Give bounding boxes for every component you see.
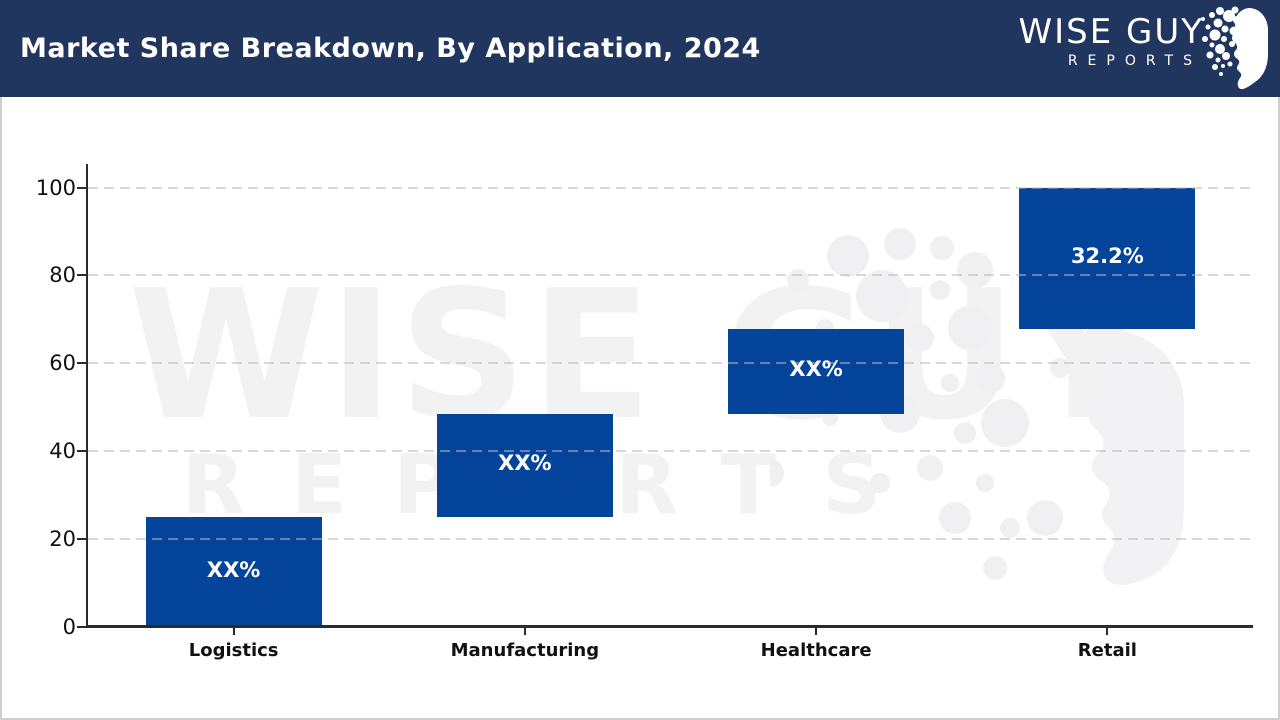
- bar-logistics: [145, 516, 322, 627]
- bar-value-label: XX%: [498, 451, 552, 476]
- bar-manufacturing: [436, 413, 613, 517]
- page-border-bottom: [0, 718, 1280, 720]
- brand-face-icon: [1201, 6, 1268, 90]
- x-tick-mark: [815, 627, 818, 635]
- x-category-label: Healthcare: [760, 640, 872, 661]
- y-tick-mark: [77, 625, 86, 628]
- y-gridline: [88, 274, 1253, 277]
- y-gridline: [88, 449, 1253, 452]
- y-tick-label: 0: [62, 614, 76, 639]
- y-tick-label: 80: [49, 263, 76, 288]
- bar-healthcare: [728, 328, 905, 414]
- bar-value-label: 32.2%: [1070, 244, 1144, 269]
- y-tick-label: 40: [49, 438, 76, 463]
- page-border-right: [1278, 97, 1280, 720]
- y-tick-label: 100: [35, 175, 76, 200]
- header: Market Share Breakdown, By Application, …: [0, 0, 1280, 97]
- y-gridline: [88, 362, 1253, 365]
- y-axis-line: [86, 164, 88, 627]
- y-gridline: [88, 186, 1253, 189]
- brand-logo: WISE GUY REPORTS: [1002, 0, 1272, 97]
- x-category-label: Manufacturing: [450, 640, 600, 661]
- chart-title: Market Share Breakdown, By Application, …: [20, 33, 761, 64]
- y-gridline: [88, 537, 1253, 540]
- x-tick-mark: [1106, 627, 1109, 635]
- y-tick-mark: [77, 362, 86, 365]
- y-tick-mark: [77, 449, 86, 452]
- brand-name: WISE GUY: [1018, 12, 1204, 52]
- x-axis-line: [86, 624, 1253, 628]
- brand-subname: REPORTS: [1067, 53, 1202, 69]
- y-tick-mark: [77, 274, 86, 277]
- brand-logo-text: WISE GUY REPORTS: [1018, 14, 1204, 69]
- y-tick-mark: [77, 186, 86, 189]
- page-border-left: [0, 97, 2, 720]
- bar-value-label: XX%: [789, 357, 843, 382]
- y-tick-label: 20: [49, 526, 76, 551]
- x-category-label: Retail: [1077, 640, 1137, 661]
- x-tick-mark: [523, 627, 526, 635]
- x-category-label: Logistics: [188, 640, 279, 661]
- bar-retail: [1019, 187, 1196, 329]
- y-tick-mark: [77, 537, 86, 540]
- bar-value-label: XX%: [206, 557, 261, 582]
- x-tick-mark: [232, 627, 235, 635]
- y-tick-label: 60: [49, 351, 76, 376]
